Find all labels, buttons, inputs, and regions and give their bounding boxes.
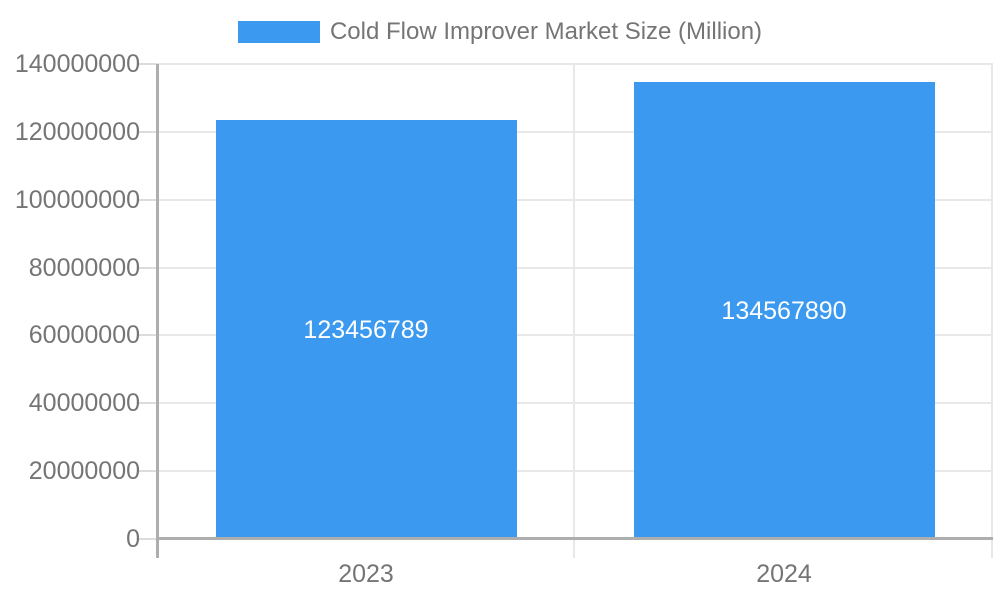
y-axis-tick-label: 80000000 [28, 253, 140, 282]
gridline-horizontal [157, 470, 993, 473]
gridline-vertical [991, 64, 993, 558]
y-axis-tick-label: 40000000 [28, 389, 140, 418]
bar-2023 [215, 120, 517, 539]
y-axis-tick-label: 0 [126, 525, 140, 553]
legend: Cold Flow Improver Market Size (Million) [0, 19, 1000, 45]
gridline-horizontal [157, 402, 993, 405]
y-axis-line [156, 64, 159, 558]
y-axis-tick-label: 120000000 [14, 117, 140, 146]
gridline-horizontal [157, 63, 993, 65]
gridline-vertical [573, 64, 575, 558]
y-axis-tick [139, 130, 157, 133]
gridline-horizontal [157, 198, 993, 201]
y-axis-tick [139, 334, 157, 337]
y-axis-tick-label: 20000000 [28, 457, 140, 486]
bar-2024 [633, 82, 935, 539]
x-axis-label: 2023 [338, 560, 394, 588]
bar-value-label: 123456789 [303, 315, 429, 344]
y-axis-tick [139, 198, 157, 201]
y-axis-tick [139, 402, 157, 405]
bar-value-label: 134567890 [721, 296, 847, 325]
y-axis-tick-label: 140000000 [14, 50, 140, 78]
y-axis-tick [139, 266, 157, 269]
x-axis-baseline [157, 537, 993, 540]
y-axis-tick [139, 63, 157, 65]
gridline-horizontal [157, 334, 993, 337]
gridline-horizontal [157, 266, 993, 269]
x-axis-label: 2024 [756, 560, 812, 588]
legend-swatch [237, 21, 320, 43]
legend-label: Cold Flow Improver Market Size (Million) [329, 18, 763, 45]
y-axis-tick [139, 538, 157, 540]
gridline-horizontal [157, 130, 993, 133]
plot-area: 123456789 134567890 [157, 63, 993, 558]
y-axis-tick [139, 470, 157, 473]
y-axis-tick-label: 100000000 [14, 185, 140, 214]
y-axis-tick-label: 60000000 [28, 321, 140, 350]
